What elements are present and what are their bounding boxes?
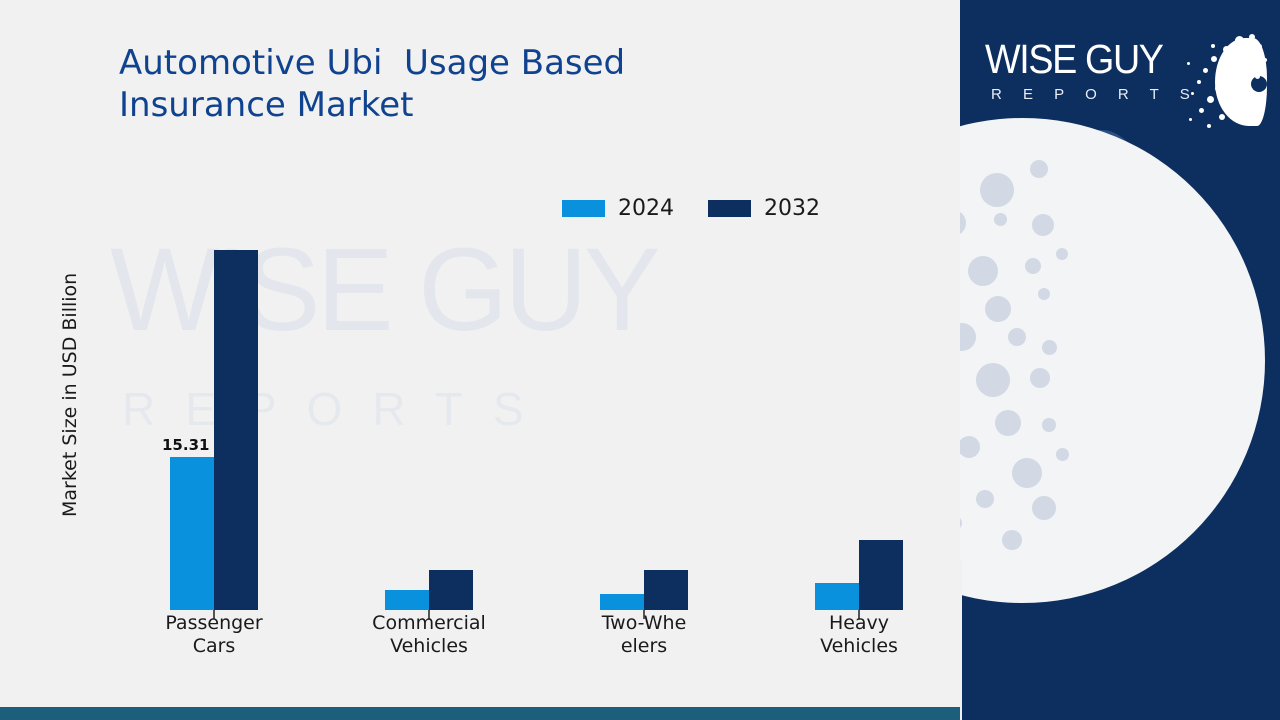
bar-2032[interactable]: [429, 570, 473, 610]
bar-2032[interactable]: [214, 250, 258, 610]
legend-item-2024[interactable]: 2024: [562, 196, 674, 221]
bar-2024[interactable]: [815, 583, 859, 610]
decorative-dot-cluster: [960, 118, 1265, 603]
legend-item-2032[interactable]: 2032: [708, 196, 820, 221]
bottom-accent-bar: [0, 707, 960, 720]
x-axis-tick: [858, 610, 860, 619]
dotted-head-icon: [1177, 32, 1267, 132]
bar-value-label: 15.31: [162, 435, 210, 454]
wiseguy-logo: WISE GUY R E P O R T S: [985, 34, 1267, 128]
x-axis-tick: [428, 610, 430, 619]
page-title: Automotive Ubi Usage Based Insurance Mar…: [119, 43, 626, 125]
panel-corner-fill: [960, 560, 962, 720]
chart-legend: 2024 2032: [562, 196, 820, 221]
brand-panel: [960, 0, 1280, 720]
x-axis-category-label: Commercial Vehicles: [372, 612, 486, 657]
bar-2032[interactable]: [859, 540, 903, 610]
logo-face-notch: [1251, 76, 1267, 92]
x-axis-category-label: Two-Whe elers: [601, 612, 687, 657]
logo-wordmark: WISE GUY: [985, 36, 1164, 82]
bar-group: 15.31 Passenger Cars: [162, 190, 263, 657]
bar-group: Heavy Vehicles: [815, 190, 903, 657]
bar-group: Two-Whe elers: [600, 190, 688, 657]
bar-2032[interactable]: [644, 570, 688, 610]
bar-2024[interactable]: [600, 594, 644, 610]
x-axis-category-label: Passenger Cars: [165, 612, 263, 657]
legend-label-2024: 2024: [618, 196, 674, 221]
legend-label-2032: 2032: [764, 196, 820, 221]
legend-swatch-2032: [708, 200, 751, 217]
x-axis-tick: [643, 610, 645, 619]
x-axis-category-label: Heavy Vehicles: [820, 612, 898, 657]
bar-2024[interactable]: [385, 590, 429, 610]
x-axis-tick: [213, 610, 215, 619]
plot-area: 15.31 Passenger Cars Commercial Vehicles Two-…: [95, 190, 935, 657]
y-axis-label: Market Size in USD Billion: [59, 272, 81, 518]
bar-group: Commercial Vehicles: [372, 190, 486, 657]
legend-swatch-2024: [562, 200, 605, 217]
logo-subtitle: R E P O R T S: [991, 86, 1199, 103]
bar-chart: Market Size in USD Billion 2024 2032 15.…: [59, 190, 935, 657]
bar-2024[interactable]: 15.31: [162, 436, 214, 610]
